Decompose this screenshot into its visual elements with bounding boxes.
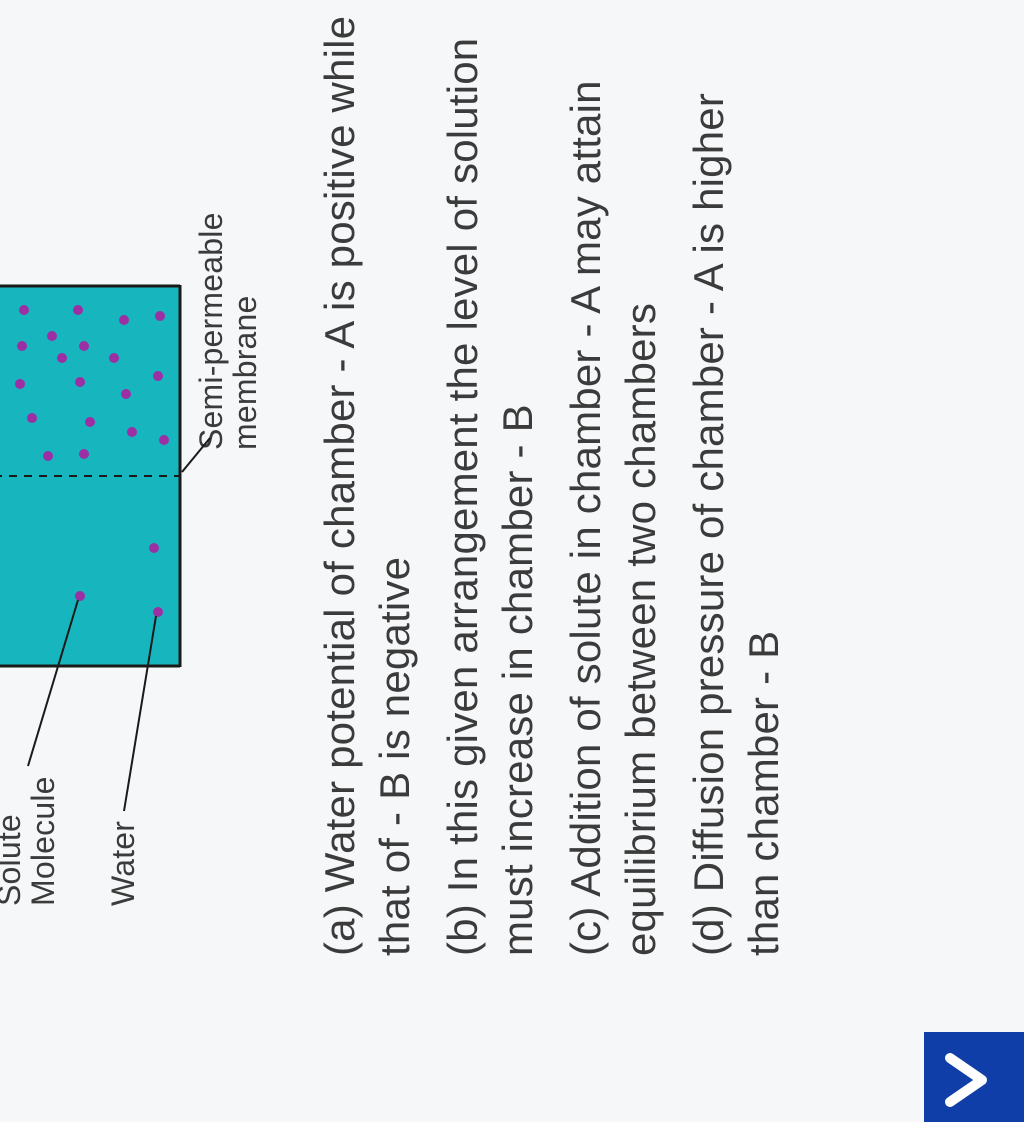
option-c[interactable]: (c) Addition of solute in chamber - A ma… xyxy=(558,0,669,956)
content-area: Solute Molecule Water A B Semi-permeable… xyxy=(0,0,792,1024)
diagram-svg xyxy=(0,176,268,906)
option-d[interactable]: (d) Diffusion pressure of chamber - A is… xyxy=(681,0,792,956)
chevron-icon xyxy=(924,1032,1024,1122)
osmosis-diagram: Solute Molecule Water A B Semi-permeable… xyxy=(0,176,268,906)
option-b[interactable]: (b) In this given arrangement the level … xyxy=(435,0,546,956)
rotated-content: Solute Molecule Water A B Semi-permeable… xyxy=(0,0,1024,1024)
question-page: Solute Molecule Water A B Semi-permeable… xyxy=(0,0,1024,1122)
corner-decoration xyxy=(924,1032,1024,1122)
answer-options: (a) Water potential of chamber - A is po… xyxy=(312,0,792,956)
option-a[interactable]: (a) Water potential of chamber - A is po… xyxy=(312,0,423,956)
